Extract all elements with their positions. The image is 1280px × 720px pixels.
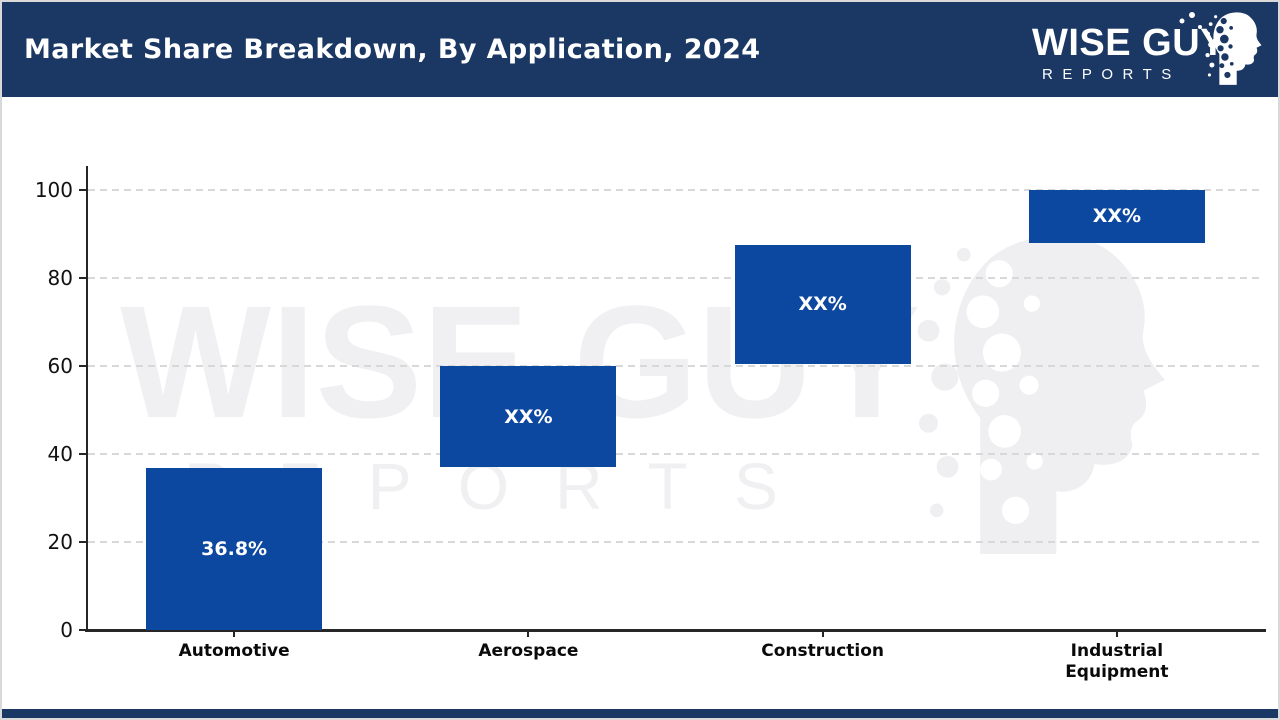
y-tick-label: 20 bbox=[47, 530, 73, 554]
bar-construction bbox=[734, 245, 911, 364]
x-category-label: Industrial Equipment bbox=[1065, 641, 1169, 682]
header: Market Share Breakdown, By Application, … bbox=[2, 2, 1278, 97]
bar-value-label: XX% bbox=[798, 293, 847, 316]
bar-value-label: 36.8% bbox=[201, 538, 268, 561]
x-tick-mark bbox=[821, 630, 824, 637]
y-tick-mark bbox=[79, 453, 87, 455]
x-category-label: Aerospace bbox=[478, 641, 579, 661]
y-tick-mark bbox=[79, 277, 87, 279]
gridline bbox=[88, 277, 1264, 279]
brand-logo: WISE GUY REPORTS bbox=[1030, 5, 1268, 93]
y-tick-label: 100 bbox=[34, 178, 73, 202]
x-tick-mark bbox=[1115, 630, 1118, 637]
footer-bar bbox=[2, 709, 1278, 718]
x-tick-mark bbox=[527, 630, 530, 637]
bar-automotive bbox=[146, 468, 323, 630]
gridline bbox=[88, 453, 1264, 455]
gridline bbox=[88, 365, 1264, 367]
bar-aerospace bbox=[440, 366, 617, 468]
y-tick-mark bbox=[79, 365, 87, 367]
chart-title: Market Share Breakdown, By Application, … bbox=[24, 34, 761, 65]
logo-line2: REPORTS bbox=[1042, 66, 1181, 83]
y-tick-label: 80 bbox=[47, 266, 73, 290]
y-axis-line bbox=[86, 166, 88, 632]
logo-line1: WISE GUY bbox=[1032, 22, 1226, 64]
y-tick-label: 40 bbox=[47, 442, 73, 466]
bar-value-label: XX% bbox=[504, 405, 553, 428]
bar-value-label: XX% bbox=[1092, 205, 1142, 228]
y-tick-mark bbox=[79, 541, 87, 543]
gridline bbox=[88, 541, 1264, 543]
y-tick-label: 0 bbox=[60, 618, 73, 642]
x-axis-line bbox=[85, 629, 1266, 632]
x-category-label: Construction bbox=[761, 641, 885, 661]
y-tick-label: 60 bbox=[47, 354, 73, 378]
x-tick-mark bbox=[233, 630, 236, 637]
y-tick-mark bbox=[79, 629, 87, 631]
x-category-label: Automotive bbox=[178, 641, 290, 661]
bar-industrial-equipment bbox=[1028, 190, 1205, 243]
gridline bbox=[88, 189, 1264, 191]
wise-guy-logo-icon: WISE GUY REPORTS bbox=[1032, 12, 1262, 85]
y-tick-mark bbox=[79, 189, 87, 191]
